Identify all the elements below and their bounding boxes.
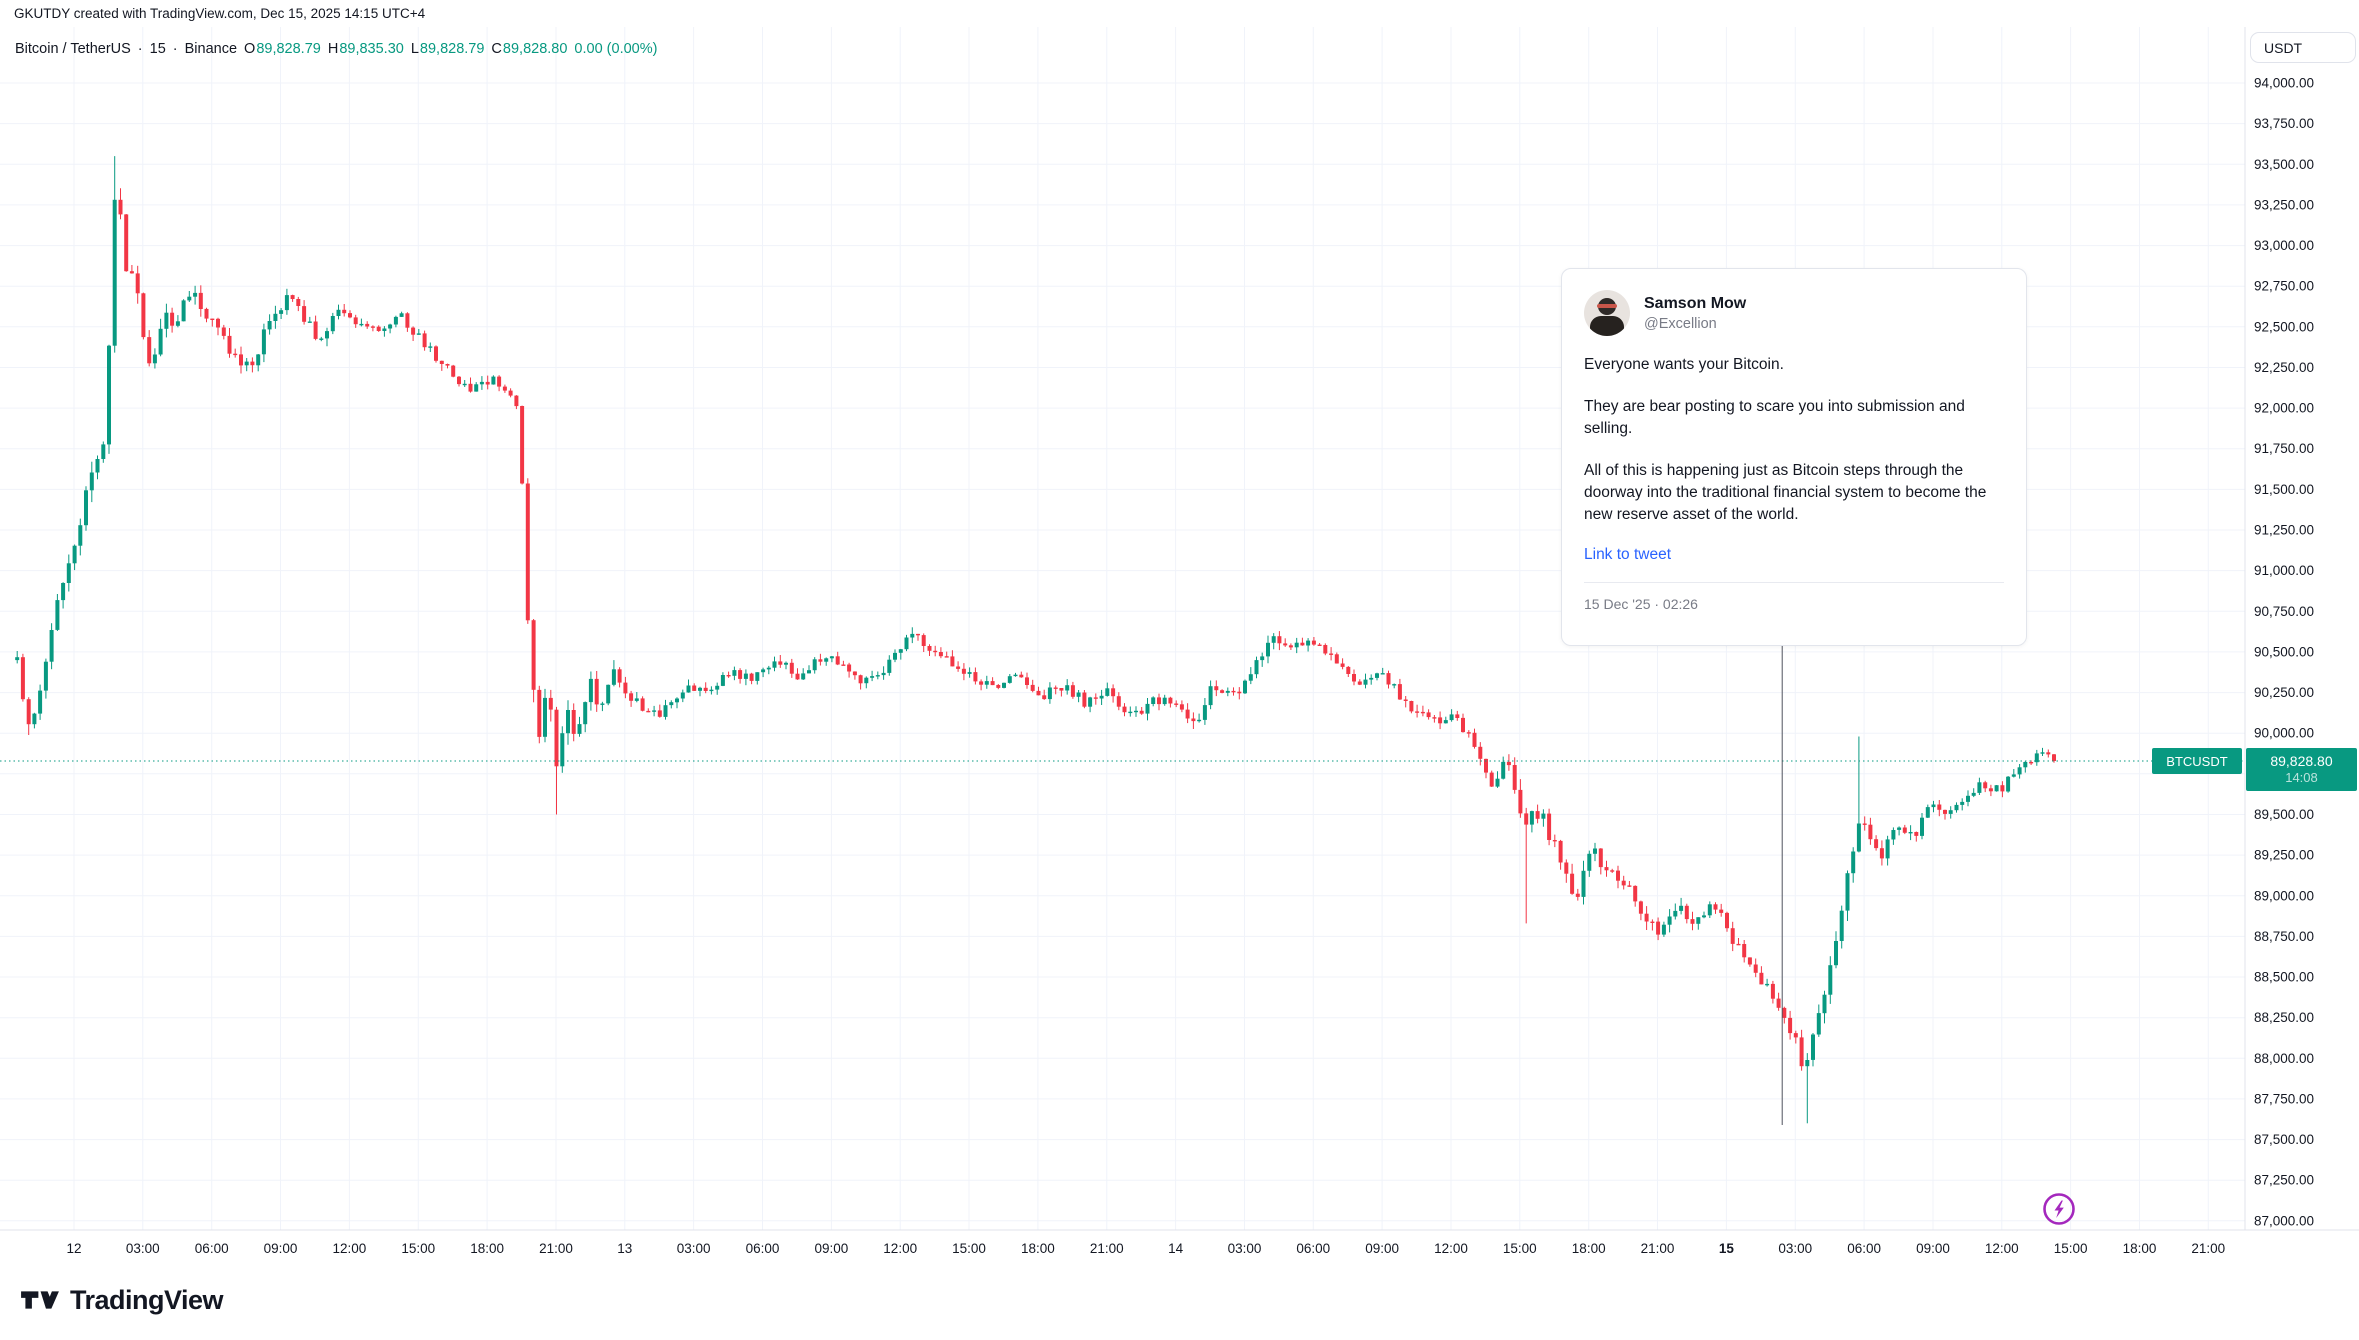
legend-separator: · xyxy=(172,41,178,57)
price-axis-label: 89,500.00 xyxy=(2254,807,2314,822)
price-axis-label: 92,750.00 xyxy=(2254,279,2314,294)
time-axis-label: 21:00 xyxy=(1641,1241,1675,1256)
currency-unit-button[interactable]: USDT xyxy=(2250,32,2356,63)
price-axis-label: 88,250.00 xyxy=(2254,1010,2314,1025)
time-axis-label: 15 xyxy=(1719,1241,1735,1256)
time-axis-label: 03:00 xyxy=(677,1241,711,1256)
time-axis-label: 18:00 xyxy=(470,1241,504,1256)
tradingview-logo-text: TradingView xyxy=(70,1284,224,1315)
price-axis-label: 90,750.00 xyxy=(2254,604,2314,619)
attribution-text: GKUTDY created with TradingView.com, Dec… xyxy=(14,6,426,21)
time-axis-label: 09:00 xyxy=(815,1241,849,1256)
time-axis-label: 14 xyxy=(1168,1241,1184,1256)
price-axis-label: 91,750.00 xyxy=(2254,441,2314,456)
symbol-title[interactable]: Bitcoin / TetherUS xyxy=(15,41,131,57)
time-axis-label: 09:00 xyxy=(1916,1241,1950,1256)
tweet-author-name: Samson Mow xyxy=(1644,294,1747,312)
candlestick-chart[interactable]: 94,000.00 93,750.00 93,500.00 93,250.00 93,0… xyxy=(0,27,2359,1292)
tweet-body: Everyone wants your Bitcoin. They are be… xyxy=(1584,356,1987,523)
ohlc-close: C 89,828.80 xyxy=(491,41,568,57)
price-axis-label: 92,250.00 xyxy=(2254,360,2314,375)
time-axis-label: 03:00 xyxy=(1778,1241,1812,1256)
price-axis-label: 93,750.00 xyxy=(2254,116,2314,131)
exchange-label[interactable]: Binance xyxy=(184,41,238,57)
price-axis-label: 90,000.00 xyxy=(2254,726,2314,741)
time-axis-label: 03:00 xyxy=(126,1241,160,1256)
tweet-divider xyxy=(1584,582,2004,583)
price-axis-label: 92,500.00 xyxy=(2254,319,2314,334)
time-axis-label: 12:00 xyxy=(883,1241,917,1256)
price-axis-label: 87,750.00 xyxy=(2254,1091,2314,1106)
axis-labels: 94,000.00 93,750.00 93,500.00 93,250.00 93,0… xyxy=(66,76,2314,1257)
price-axis-label: 88,500.00 xyxy=(2254,970,2314,985)
price-axis-label: 90,250.00 xyxy=(2254,685,2314,700)
time-axis-label: 03:00 xyxy=(1228,1241,1262,1256)
price-axis-label: 93,000.00 xyxy=(2254,238,2314,253)
price-axis-label: 87,000.00 xyxy=(2254,1213,2314,1228)
time-axis-label: 12:00 xyxy=(1985,1241,2019,1256)
price-axis-label: 87,250.00 xyxy=(2254,1173,2314,1188)
time-axis-label: 18:00 xyxy=(1572,1241,1606,1256)
price-axis-label: 90,500.00 xyxy=(2254,644,2314,659)
last-price-value: 89,828.80 xyxy=(2270,753,2333,770)
price-axis-label: 91,000.00 xyxy=(2254,563,2314,578)
price-axis-label: 92,000.00 xyxy=(2254,401,2314,416)
time-axis-label: 06:00 xyxy=(195,1241,229,1256)
price-axis-label: 91,250.00 xyxy=(2254,523,2314,538)
tweet-avatar xyxy=(1584,290,1630,336)
ohlc-low: L 89,828.79 xyxy=(410,41,485,57)
price-axis-label: 93,500.00 xyxy=(2254,157,2314,172)
time-axis-label: 15:00 xyxy=(952,1241,986,1256)
legend-separator: · xyxy=(137,41,143,57)
time-axis-label: 21:00 xyxy=(1090,1241,1124,1256)
tweet-timestamp: 15 Dec '25 · 02:26 xyxy=(1584,596,1698,612)
time-axis-label: 12 xyxy=(66,1241,81,1256)
time-axis-label: 06:00 xyxy=(1847,1241,1881,1256)
bar-countdown: 14:08 xyxy=(2285,770,2318,786)
change-label: 0.00 (0.00%) xyxy=(574,41,658,57)
time-axis-label: 21:00 xyxy=(2191,1241,2225,1256)
time-axis-label: 06:00 xyxy=(1296,1241,1330,1256)
tradingview-logo[interactable]: TradingView xyxy=(20,1283,224,1317)
price-axis-label: 93,250.00 xyxy=(2254,197,2314,212)
last-price-badge: 89,828.80 14:08 xyxy=(2246,748,2357,791)
time-axis-label: 12:00 xyxy=(333,1241,367,1256)
time-axis-label: 15:00 xyxy=(2054,1241,2088,1256)
time-axis-label: 15:00 xyxy=(1503,1241,1537,1256)
lightning-icon[interactable] xyxy=(2042,1192,2076,1226)
time-axis-label: 13 xyxy=(617,1241,632,1256)
overlay-lines xyxy=(0,27,2245,1230)
candles[interactable] xyxy=(15,156,2056,1124)
time-axis-label: 15:00 xyxy=(401,1241,435,1256)
price-line-symbol-tag: BTCUSDT xyxy=(2152,748,2242,774)
tweet-annotation-card[interactable]: Samson Mow @Excellion Everyone wants you… xyxy=(1561,268,2027,646)
time-axis-label: 09:00 xyxy=(264,1241,298,1256)
ohlc-high: H 89,835.30 xyxy=(327,41,404,57)
interval-label[interactable]: 15 xyxy=(149,41,166,57)
symbol-legend[interactable]: Bitcoin / TetherUS · 15 · Binance O 89,82… xyxy=(15,41,657,57)
time-axis-label: 18:00 xyxy=(2123,1241,2157,1256)
tradingview-logo-icon xyxy=(21,1291,59,1309)
time-axis-label: 18:00 xyxy=(1021,1241,1055,1256)
time-axis-label: 21:00 xyxy=(539,1241,573,1256)
time-axis-label: 06:00 xyxy=(746,1241,780,1256)
price-axis-label: 88,750.00 xyxy=(2254,929,2314,944)
price-axis-label: 91,500.00 xyxy=(2254,482,2314,497)
price-axis-label: 87,500.00 xyxy=(2254,1132,2314,1147)
time-axis-label: 09:00 xyxy=(1365,1241,1399,1256)
ohlc-open: O 89,828.79 xyxy=(244,41,321,57)
price-axis-label: 89,000.00 xyxy=(2254,888,2314,903)
price-axis-label: 94,000.00 xyxy=(2254,76,2314,91)
price-axis-label: 88,000.00 xyxy=(2254,1051,2314,1066)
price-axis-label: 89,250.00 xyxy=(2254,848,2314,863)
tweet-link[interactable]: Link to tweet xyxy=(1584,546,1672,563)
tweet-author-handle: @Excellion xyxy=(1644,316,1717,333)
time-axis-label: 12:00 xyxy=(1434,1241,1468,1256)
